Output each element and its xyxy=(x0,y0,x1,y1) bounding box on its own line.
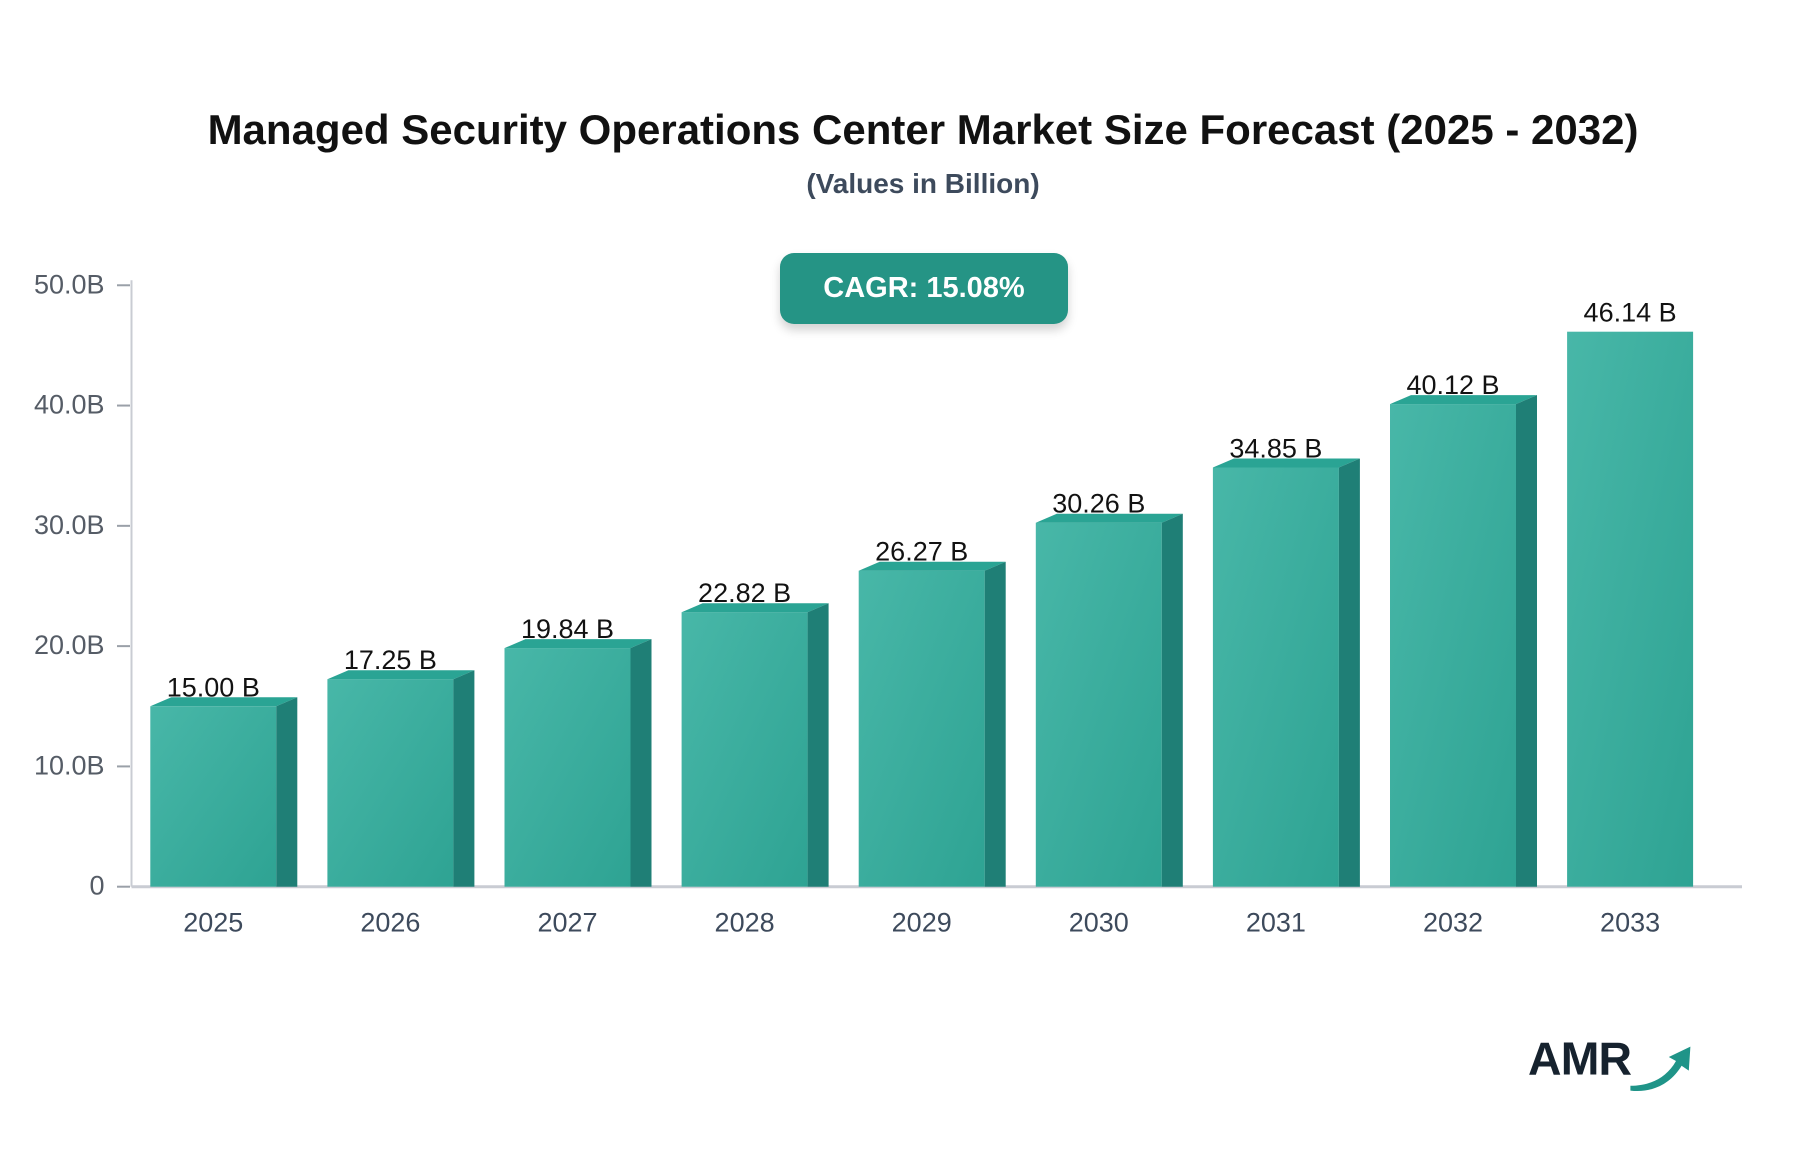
svg-text:30.0B: 30.0B xyxy=(34,510,105,540)
svg-text:40.12 B: 40.12 B xyxy=(1406,370,1499,400)
svg-text:2033: 2033 xyxy=(1600,908,1660,938)
svg-text:15.00 B: 15.00 B xyxy=(167,672,260,702)
svg-text:34.85 B: 34.85 B xyxy=(1229,434,1322,464)
svg-text:30.26 B: 30.26 B xyxy=(1052,489,1145,519)
svg-text:2027: 2027 xyxy=(537,908,597,938)
svg-text:26.27 B: 26.27 B xyxy=(875,537,968,567)
svg-text:2029: 2029 xyxy=(892,908,952,938)
svg-text:0: 0 xyxy=(89,871,104,901)
svg-text:10.0B: 10.0B xyxy=(34,750,105,780)
svg-text:17.25 B: 17.25 B xyxy=(344,645,437,675)
svg-text:2028: 2028 xyxy=(715,908,775,938)
svg-text:2025: 2025 xyxy=(183,908,243,938)
svg-text:19.84 B: 19.84 B xyxy=(521,614,614,644)
svg-text:40.0B: 40.0B xyxy=(34,390,105,420)
svg-text:50.0B: 50.0B xyxy=(34,269,105,299)
svg-text:2031: 2031 xyxy=(1246,908,1306,938)
svg-text:22.82 B: 22.82 B xyxy=(698,578,791,608)
svg-text:2032: 2032 xyxy=(1423,908,1483,938)
svg-text:20.0B: 20.0B xyxy=(34,630,105,660)
svg-text:AMR: AMR xyxy=(1528,1033,1632,1085)
svg-text:2026: 2026 xyxy=(360,908,420,938)
svg-text:2030: 2030 xyxy=(1069,908,1129,938)
svg-text:46.14 B: 46.14 B xyxy=(1584,298,1677,328)
